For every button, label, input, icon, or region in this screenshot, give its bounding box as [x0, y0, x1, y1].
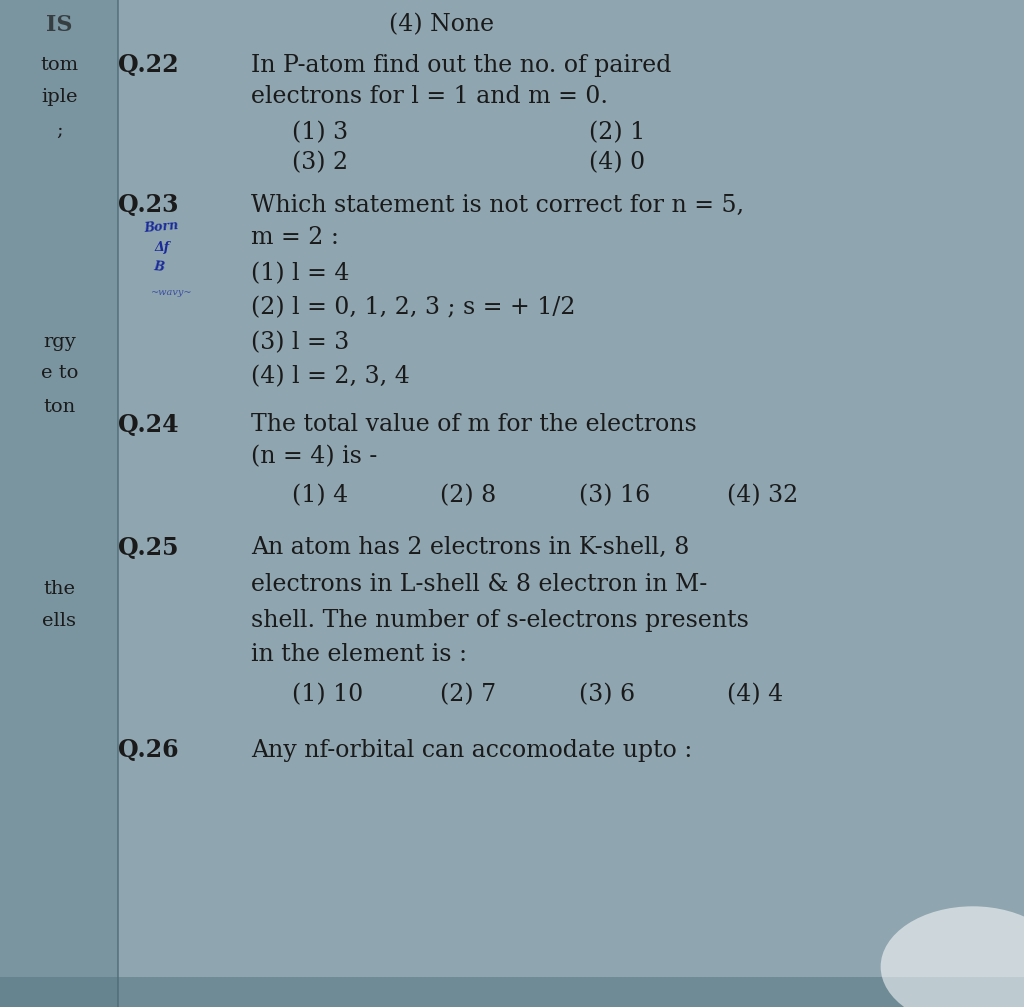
Ellipse shape: [881, 906, 1024, 1007]
Text: in the element is :: in the element is :: [251, 643, 467, 666]
Text: (2) 1: (2) 1: [589, 122, 645, 144]
Text: Which statement is not correct for n = 5,: Which statement is not correct for n = 5…: [251, 194, 744, 217]
Text: tom: tom: [40, 56, 79, 75]
Text: ;: ;: [56, 122, 62, 140]
Text: (1) 3: (1) 3: [292, 122, 348, 144]
Text: (2) 7: (2) 7: [440, 684, 497, 706]
Text: (3) 16: (3) 16: [579, 484, 650, 507]
Text: (4) 32: (4) 32: [727, 484, 799, 507]
Text: (3) 6: (3) 6: [579, 684, 635, 706]
Text: ells: ells: [42, 612, 77, 630]
Text: (2) 8: (2) 8: [440, 484, 497, 507]
Text: electrons for l = 1 and m = 0.: electrons for l = 1 and m = 0.: [251, 86, 608, 108]
Text: Δf: Δf: [155, 242, 169, 254]
Text: e to: e to: [41, 364, 78, 382]
Text: An atom has 2 electrons in K-shell, 8: An atom has 2 electrons in K-shell, 8: [251, 537, 689, 559]
Text: (4) 0: (4) 0: [589, 152, 645, 174]
Text: Q.26: Q.26: [118, 738, 178, 762]
Text: shell. The number of s-electrons presents: shell. The number of s-electrons present…: [251, 609, 749, 631]
Text: (4) l = 2, 3, 4: (4) l = 2, 3, 4: [251, 366, 410, 388]
Text: (n = 4) is -: (n = 4) is -: [251, 446, 377, 468]
Text: B: B: [153, 260, 165, 274]
Text: (4) 4: (4) 4: [727, 684, 783, 706]
Text: Q.22: Q.22: [118, 53, 178, 78]
Text: m = 2 :: m = 2 :: [251, 227, 339, 249]
Text: Q.23: Q.23: [118, 193, 178, 218]
Text: rgy: rgy: [43, 333, 76, 351]
Text: In P-atom find out the no. of paired: In P-atom find out the no. of paired: [251, 54, 672, 77]
Text: (3) l = 3: (3) l = 3: [251, 331, 349, 353]
Text: (1) 10: (1) 10: [292, 684, 364, 706]
Text: IS: IS: [46, 14, 73, 36]
Text: Q.25: Q.25: [118, 536, 178, 560]
FancyBboxPatch shape: [0, 0, 118, 1007]
FancyBboxPatch shape: [0, 977, 1024, 1007]
Text: the: the: [43, 580, 76, 598]
Text: (2) l = 0, 1, 2, 3 ; s = + 1/2: (2) l = 0, 1, 2, 3 ; s = + 1/2: [251, 297, 575, 319]
Text: (1) 4: (1) 4: [292, 484, 348, 507]
Text: (1) l = 4: (1) l = 4: [251, 263, 349, 285]
Text: (4) None: (4) None: [389, 14, 495, 36]
Text: electrons in L-shell & 8 electron in M-: electrons in L-shell & 8 electron in M-: [251, 573, 708, 595]
Text: iple: iple: [41, 88, 78, 106]
Text: Born: Born: [144, 219, 179, 235]
Text: (3) 2: (3) 2: [292, 152, 348, 174]
Text: ~wavy~: ~wavy~: [152, 288, 193, 296]
Text: The total value of m for the electrons: The total value of m for the electrons: [251, 414, 696, 436]
Text: ton: ton: [43, 398, 76, 416]
Text: Any nf-orbital can accomodate upto :: Any nf-orbital can accomodate upto :: [251, 739, 692, 761]
Text: Q.24: Q.24: [118, 413, 178, 437]
